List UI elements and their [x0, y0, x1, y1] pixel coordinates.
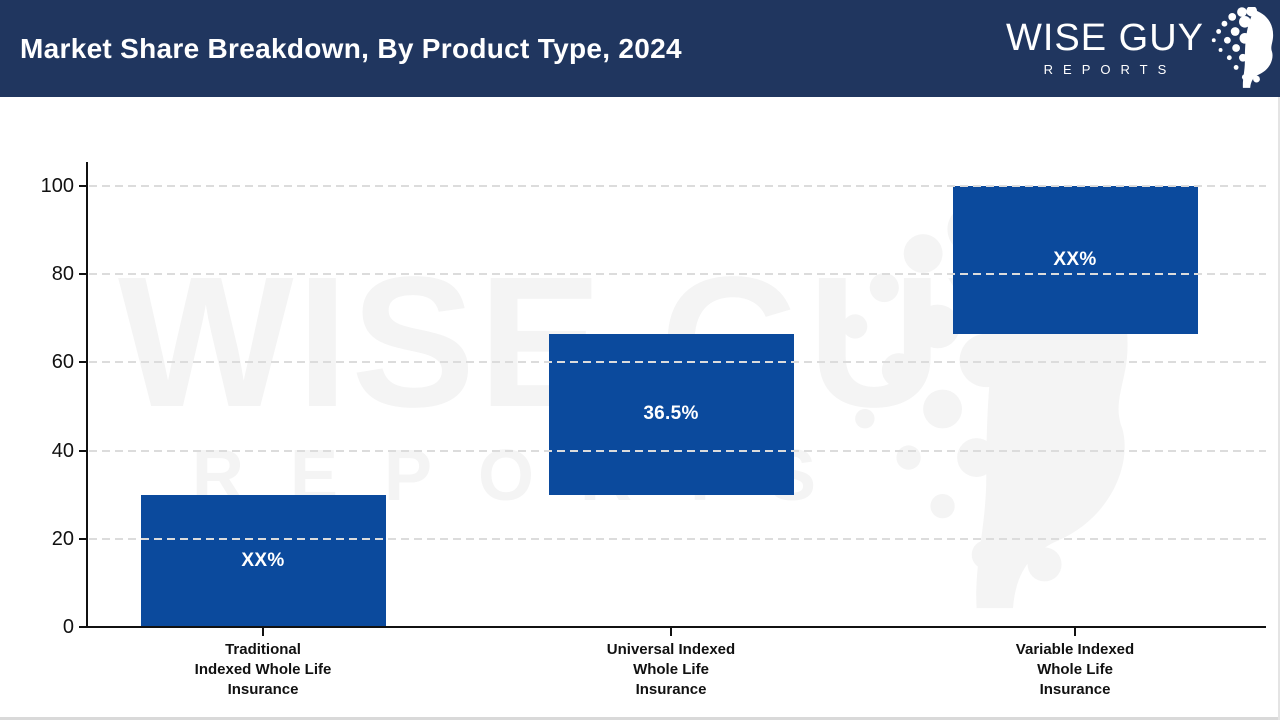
bar-segment-3: XX% [952, 186, 1198, 334]
bar-segment-1: XX% [140, 494, 386, 627]
brand-logo: WISE GUY REPORTS [1006, 2, 1274, 94]
gridline-100 [89, 185, 1266, 187]
page-bottom-edge [0, 717, 1280, 720]
y-tick-label-20: 20 [51, 527, 74, 550]
y-tick-label-0: 0 [62, 616, 74, 638]
header-bar: Market Share Breakdown, By Product Type,… [0, 0, 1280, 97]
chart-title: Market Share Breakdown, By Product Type,… [20, 32, 682, 64]
x-tick-mark-1 [262, 628, 264, 636]
category-label-3: Variable Indexed Whole Life Insurance [1015, 641, 1135, 698]
brand-subtitle: REPORTS [1043, 62, 1177, 77]
bar-segment-2: 36.5% [548, 333, 794, 495]
y-tick-mark-80 [79, 273, 87, 276]
x-tick-mark-3 [1074, 628, 1076, 636]
bar-value-label-3: XX% [1053, 248, 1097, 270]
y-tick-label-60: 60 [51, 351, 74, 374]
y-tick-mark-60 [79, 361, 87, 364]
category-label-2: Universal Indexed Whole Life Insurance [606, 641, 736, 698]
brand-logo-text: WISE GUY REPORTS [1006, 19, 1204, 77]
gridline-20 [89, 537, 1266, 540]
y-axis-line [86, 162, 88, 628]
x-axis-line [86, 626, 1266, 628]
gridline-40 [89, 449, 1266, 452]
y-tick-mark-0 [79, 626, 87, 628]
gridline-60 [89, 361, 1266, 364]
page-right-edge [1278, 97, 1280, 720]
bar-value-label-2: 36.5% [643, 403, 699, 425]
y-tick-mark-20 [79, 537, 87, 540]
bar-value-label-1: XX% [241, 549, 285, 571]
y-tick-mark-40 [79, 449, 87, 452]
y-tick-label-40: 40 [51, 439, 74, 462]
gridline-80 [89, 273, 1266, 276]
category-label-1: Traditional Indexed Whole Life Insurance [194, 641, 332, 698]
face-profile-icon [1211, 7, 1274, 88]
y-tick-label-80: 80 [51, 263, 74, 286]
y-tick-label-100: 100 [40, 175, 74, 197]
y-tick-mark-100 [79, 185, 87, 187]
x-tick-mark-2 [670, 628, 672, 636]
brand-name: WISE GUY [1005, 17, 1204, 59]
